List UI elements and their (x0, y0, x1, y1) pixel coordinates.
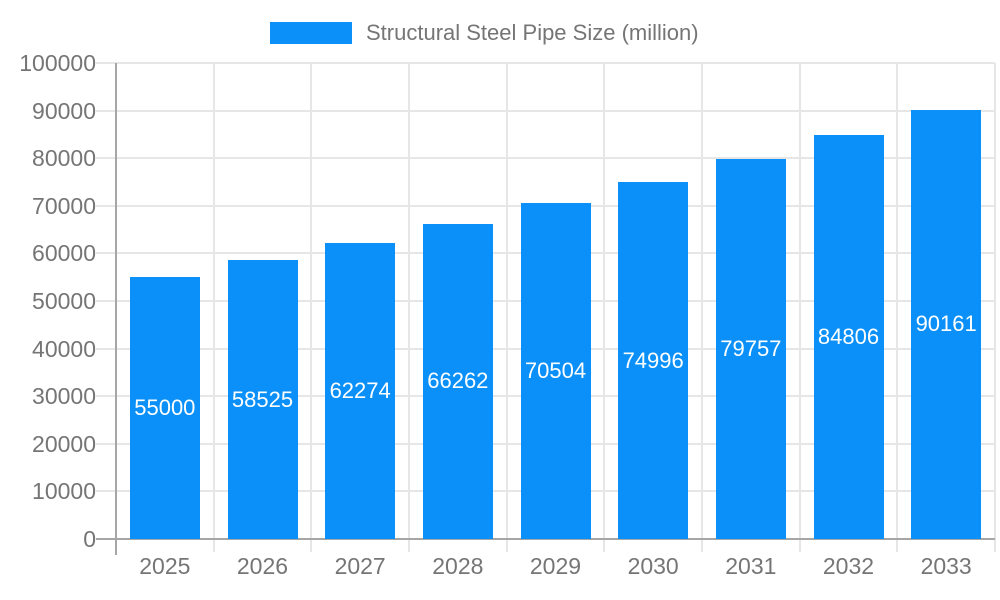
legend-label: Structural Steel Pipe Size (million) (366, 20, 699, 45)
gridline-vertical (701, 63, 703, 552)
y-tick-label: 40000 (32, 335, 96, 362)
y-tick-label: 10000 (32, 478, 96, 505)
legend: Structural Steel Pipe Size (million) (270, 20, 699, 46)
gridline-horizontal (96, 157, 995, 160)
gridline-horizontal (96, 109, 995, 112)
x-tick-label: 2027 (334, 553, 386, 579)
y-tick-label: 80000 (32, 145, 96, 172)
bar-2030[interactable] (618, 182, 689, 539)
gridline-vertical (994, 63, 996, 552)
x-tick-label: 2030 (627, 553, 679, 579)
gridline-vertical (310, 63, 313, 552)
y-axis-line (115, 63, 117, 555)
gridline-vertical (896, 63, 899, 552)
y-tick-label: 70000 (32, 192, 96, 219)
bar-2026[interactable] (227, 260, 298, 539)
y-tick-label: 30000 (32, 383, 96, 410)
y-tick-label: 0 (83, 526, 96, 552)
y-tick-label: 50000 (32, 288, 96, 314)
x-tick-label: 2025 (139, 553, 191, 579)
x-tick-label: 2029 (529, 553, 582, 579)
y-tick-label: 60000 (32, 240, 96, 267)
y-tick-label: 100000 (19, 50, 96, 76)
x-tick-label: 2026 (236, 553, 289, 579)
bar-2029[interactable] (520, 203, 591, 539)
y-tick-label: 20000 (32, 430, 96, 457)
gridline-vertical (408, 63, 410, 552)
x-tick-label: 2033 (920, 553, 972, 579)
gridline-vertical (212, 63, 215, 552)
x-tick-label: 2031 (725, 553, 777, 579)
bar-2032[interactable] (813, 135, 884, 539)
legend-swatch (270, 22, 352, 44)
gridline-horizontal (96, 62, 995, 64)
bar-2028[interactable] (422, 223, 493, 539)
bar-2033[interactable] (911, 109, 982, 539)
x-tick-label: 2028 (432, 553, 484, 579)
gridline-vertical (505, 63, 508, 552)
bar-2027[interactable] (325, 242, 396, 539)
bar-2025[interactable] (129, 277, 200, 539)
x-tick-label: 2032 (822, 553, 875, 579)
x-axis-line (96, 538, 995, 540)
bar-2031[interactable] (715, 159, 786, 539)
y-tick-label: 90000 (32, 97, 96, 124)
gridline-vertical (798, 63, 801, 552)
gridline-vertical (603, 63, 606, 552)
